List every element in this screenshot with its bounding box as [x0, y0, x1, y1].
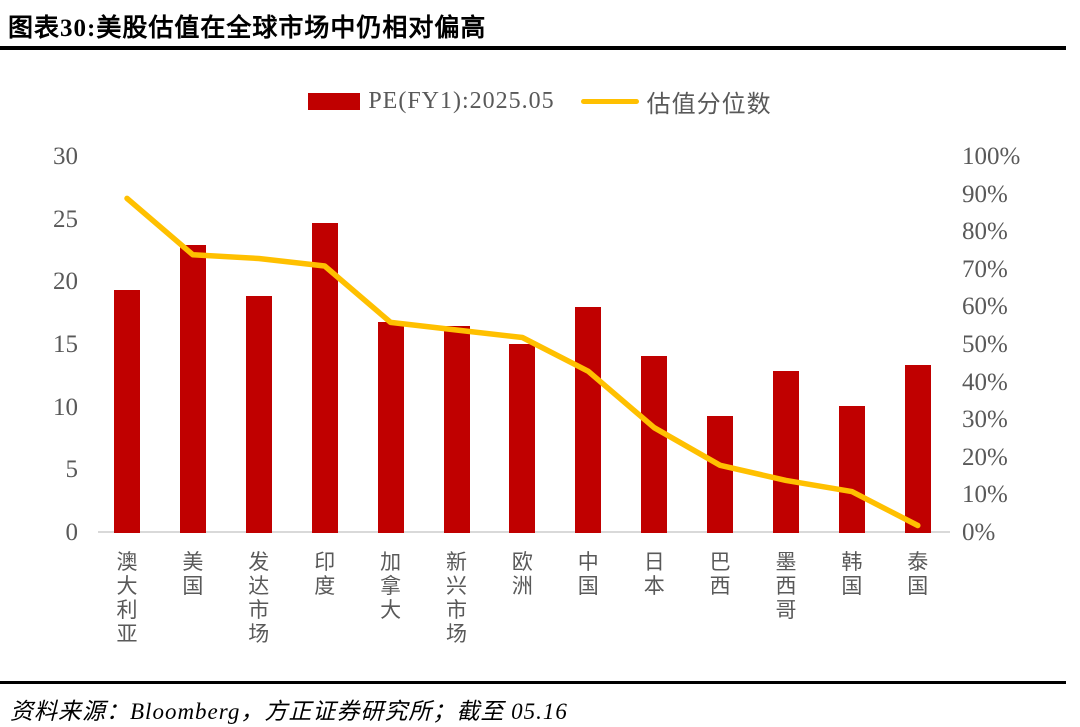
- right-axis-tick-100pct: 100%: [962, 143, 1021, 170]
- x-label-韩国: 韩国: [841, 550, 863, 598]
- legend-label-percentile: 估值分位数: [646, 91, 772, 118]
- x-label-加拿大: 加拿大: [380, 550, 402, 622]
- x-label-澳大利亚: 澳大利亚: [116, 550, 138, 646]
- x-label-中国: 中国: [577, 550, 599, 598]
- left-axis-tick-25: 25: [53, 205, 78, 233]
- x-label-泰国: 泰国: [907, 550, 929, 598]
- left-axis-tick-15: 15: [53, 331, 78, 358]
- footer-divider: [0, 681, 1066, 684]
- right-axis-tick-90pct: 90%: [962, 180, 1008, 208]
- source-note: 资料来源：Bloomberg，方正证券研究所；截至 05.16: [10, 699, 568, 724]
- figure-title: 图表30:美股估值在全球市场中仍相对偏高: [8, 15, 487, 42]
- bar-新兴市场: [443, 326, 470, 533]
- x-label-巴西: 巴西: [709, 550, 731, 598]
- left-axis-tick-5: 5: [65, 456, 79, 484]
- bar-韩国: [838, 406, 865, 533]
- right-axis-tick-10pct: 10%: [962, 481, 1008, 509]
- left-axis-tick-10: 10: [53, 393, 78, 421]
- x-label-欧洲: 欧洲: [511, 550, 533, 598]
- bar-泰国: [904, 365, 931, 533]
- bar-澳大利亚: [114, 289, 140, 533]
- bar-巴西: [707, 416, 734, 533]
- bar-中国: [575, 307, 602, 533]
- x-label-日本: 日本: [643, 550, 665, 598]
- x-label-美国: 美国: [182, 550, 204, 598]
- bar-日本: [641, 356, 668, 533]
- right-axis-tick-80pct: 80%: [962, 218, 1008, 246]
- bar-加拿大: [377, 322, 404, 533]
- bar-美国: [179, 244, 206, 533]
- left-axis-tick-30: 30: [53, 143, 78, 170]
- legend-item-percentile: 估值分位数: [580, 84, 772, 119]
- right-axis-tick-20pct: 20%: [962, 443, 1008, 471]
- bar-发达市场: [245, 296, 272, 533]
- chart-legend: PE(FY1):2025.05 估值分位数: [0, 84, 1080, 118]
- right-axis-tick-60pct: 60%: [962, 293, 1008, 321]
- left-axis-tick-0: 0: [65, 519, 79, 546]
- left-axis-tick-20: 20: [53, 268, 78, 296]
- bar-欧洲: [509, 343, 536, 533]
- right-axis-tick-30pct: 30%: [962, 406, 1008, 434]
- line-series-swatch-icon: [580, 98, 639, 104]
- title-divider: [0, 46, 1066, 50]
- x-label-发达市场: 发达市场: [248, 550, 270, 646]
- right-axis-tick-0pct: 0%: [962, 519, 996, 546]
- legend-item-pe: PE(FY1):2025.05: [308, 88, 554, 115]
- x-label-墨西哥: 墨西哥: [775, 550, 797, 622]
- bar-印度: [311, 223, 338, 533]
- x-label-新兴市场: 新兴市场: [446, 550, 467, 646]
- bar-墨西哥: [773, 371, 799, 533]
- bar-series-swatch-icon: [308, 92, 361, 110]
- x-label-印度: 印度: [314, 550, 336, 598]
- right-axis-tick-70pct: 70%: [962, 255, 1008, 283]
- right-axis-tick-50pct: 50%: [962, 331, 1008, 358]
- legend-label-pe: PE(FY1):2025.05: [368, 87, 555, 114]
- right-axis-tick-40pct: 40%: [962, 368, 1008, 396]
